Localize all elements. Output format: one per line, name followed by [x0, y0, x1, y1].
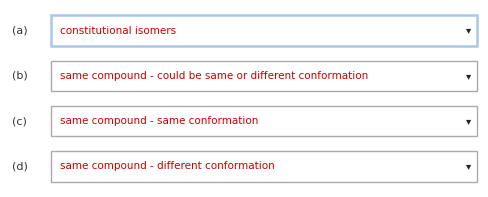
FancyBboxPatch shape — [51, 61, 476, 91]
Text: (c): (c) — [12, 116, 27, 126]
Text: ▾: ▾ — [465, 116, 470, 126]
Text: (b): (b) — [12, 71, 28, 81]
Text: ▾: ▾ — [465, 26, 470, 35]
FancyBboxPatch shape — [51, 106, 476, 136]
FancyBboxPatch shape — [51, 15, 476, 46]
Text: same compound - same conformation: same compound - same conformation — [60, 116, 258, 126]
Text: (a): (a) — [12, 26, 28, 35]
Text: ▾: ▾ — [465, 162, 470, 171]
Text: ▾: ▾ — [465, 71, 470, 81]
Text: constitutional isomers: constitutional isomers — [60, 26, 176, 35]
Text: same compound - could be same or different conformation: same compound - could be same or differe… — [60, 71, 367, 81]
Text: (d): (d) — [12, 162, 28, 171]
FancyBboxPatch shape — [51, 151, 476, 182]
Text: same compound - different conformation: same compound - different conformation — [60, 162, 274, 171]
